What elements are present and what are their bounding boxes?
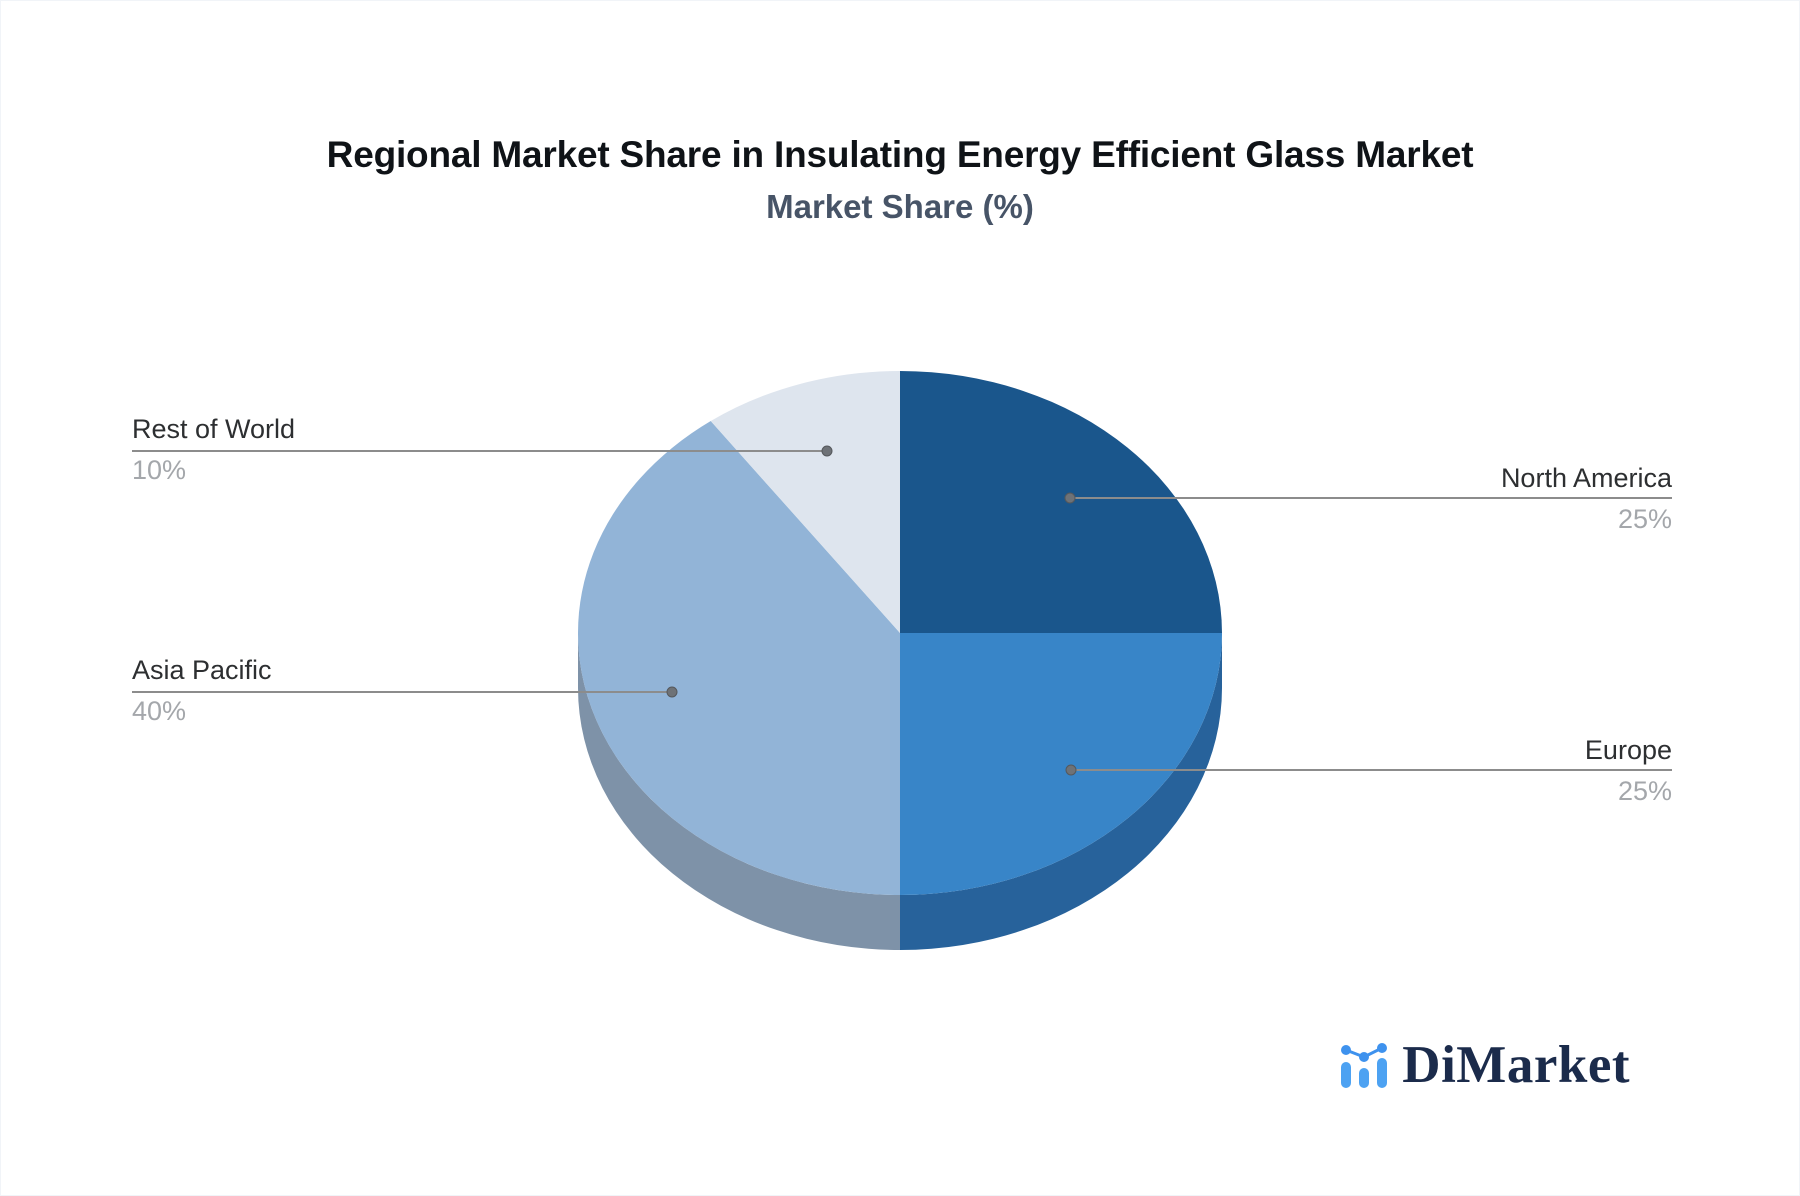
- pie-slice-rest-of-world[interactable]: [710, 371, 900, 633]
- brand-logo-text: DiMarket: [1402, 1036, 1630, 1094]
- slice-value-north-america: 25%: [1617, 504, 1672, 534]
- slice-value-europe: 25%: [1617, 776, 1672, 806]
- leader-dot-europe: [1065, 764, 1077, 776]
- pie-slice-north-america[interactable]: [900, 371, 1222, 633]
- slice-value-asia-pacific: 40%: [132, 696, 187, 726]
- annotation-north-america: North America 25%: [1501, 462, 1672, 536]
- leader-dot-north-america: [1064, 492, 1076, 504]
- slice-label-europe: Europe: [1584, 735, 1672, 765]
- slice-label-asia-pacific: Asia Pacific: [132, 655, 272, 685]
- pie-slice-europe[interactable]: [900, 633, 1222, 895]
- leader-dot-asia-pacific: [666, 686, 678, 698]
- slice-value-rest-of-world: 10%: [132, 455, 187, 485]
- annotation-asia-pacific: Asia Pacific 40%: [132, 654, 272, 728]
- leader-dot-rest-of-world: [821, 445, 833, 457]
- annotation-rest-of-world: Rest of World 10%: [132, 413, 295, 487]
- slice-label-north-america: North America: [1500, 463, 1672, 493]
- slice-label-rest-of-world: Rest of World: [132, 414, 296, 444]
- chart-title: Regional Market Share in Insulating Ener…: [326, 134, 1474, 175]
- pie-slice-side-europe: [900, 633, 1222, 950]
- pie-slice-asia-pacific[interactable]: [578, 421, 900, 895]
- bar-line-chart-logo-icon: [1341, 1043, 1388, 1088]
- chart-subtitle: Market Share (%): [766, 188, 1034, 225]
- annotation-europe: Europe 25%: [1585, 734, 1672, 808]
- brand-logo: DiMarket: [1340, 1036, 1630, 1094]
- pie-slice-side-asia-pacific: [578, 633, 900, 950]
